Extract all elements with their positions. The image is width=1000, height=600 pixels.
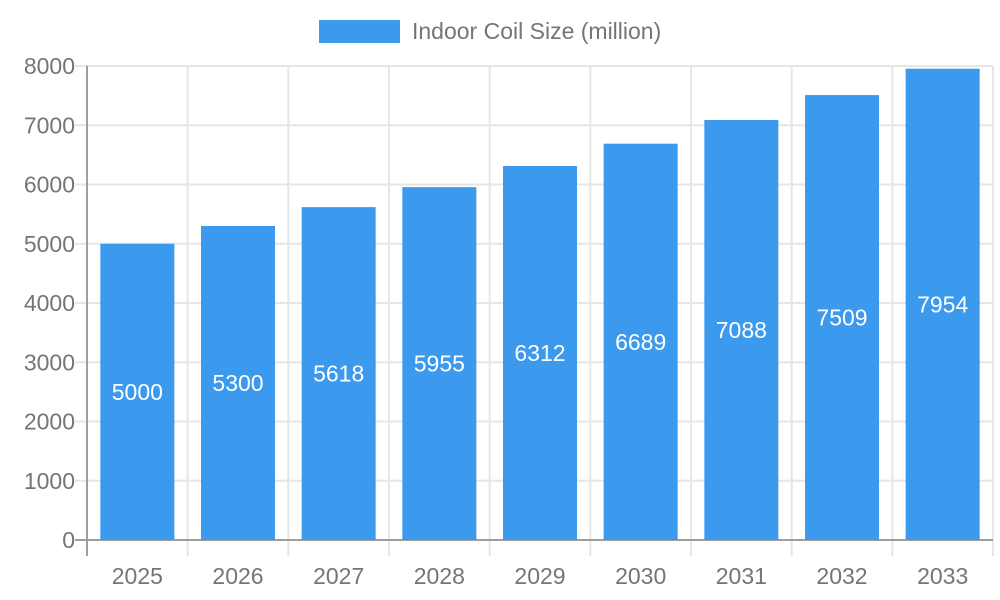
- bar-2031[interactable]: [704, 120, 779, 540]
- y-tick-label: 3000: [24, 349, 75, 375]
- x-tick-label: 2026: [212, 563, 263, 589]
- bar-2033[interactable]: [905, 68, 980, 541]
- x-tick-label: 2025: [112, 563, 163, 589]
- y-tick-label: 5000: [24, 231, 75, 257]
- bar-value-label: 5000: [112, 379, 163, 405]
- x-tick-label: 2027: [313, 563, 364, 589]
- x-tick-label: 2033: [917, 563, 968, 589]
- bar-2030[interactable]: [603, 143, 678, 540]
- bar-value-label: 5618: [313, 361, 364, 387]
- bar-value-label: 6689: [615, 329, 666, 355]
- bar-2032[interactable]: [805, 95, 879, 541]
- bar-value-label: 6312: [514, 340, 565, 366]
- bar-2027[interactable]: [301, 207, 376, 541]
- y-tick-label: 1000: [24, 468, 75, 494]
- bar-value-label: 5300: [212, 370, 263, 396]
- x-tick-label: 2028: [414, 563, 465, 589]
- bar-2025[interactable]: [100, 243, 175, 540]
- bar-value-label: 7509: [816, 305, 867, 331]
- bar-2029[interactable]: [503, 166, 577, 540]
- y-tick-label: 8000: [24, 53, 75, 79]
- x-tick-label: 2030: [615, 563, 666, 589]
- bar-value-label: 7088: [716, 317, 767, 343]
- x-tick-label: 2032: [816, 563, 867, 589]
- x-tick-label: 2031: [716, 563, 767, 589]
- y-tick-label: 6000: [24, 172, 75, 198]
- x-tick-label: 2029: [514, 563, 565, 589]
- legend: Indoor Coil Size (million): [319, 18, 662, 44]
- y-tick-label: 4000: [24, 290, 75, 316]
- legend-swatch: [319, 20, 400, 43]
- y-tick-label: 7000: [24, 112, 75, 138]
- bar-2026[interactable]: [201, 225, 275, 540]
- legend-label: Indoor Coil Size (million): [412, 18, 662, 44]
- bar-value-label: 5955: [414, 351, 465, 377]
- bar-value-label: 7954: [917, 291, 968, 317]
- y-tick-label: 2000: [24, 409, 75, 435]
- bar-2028[interactable]: [402, 187, 477, 540]
- y-tick-label: 0: [62, 527, 75, 553]
